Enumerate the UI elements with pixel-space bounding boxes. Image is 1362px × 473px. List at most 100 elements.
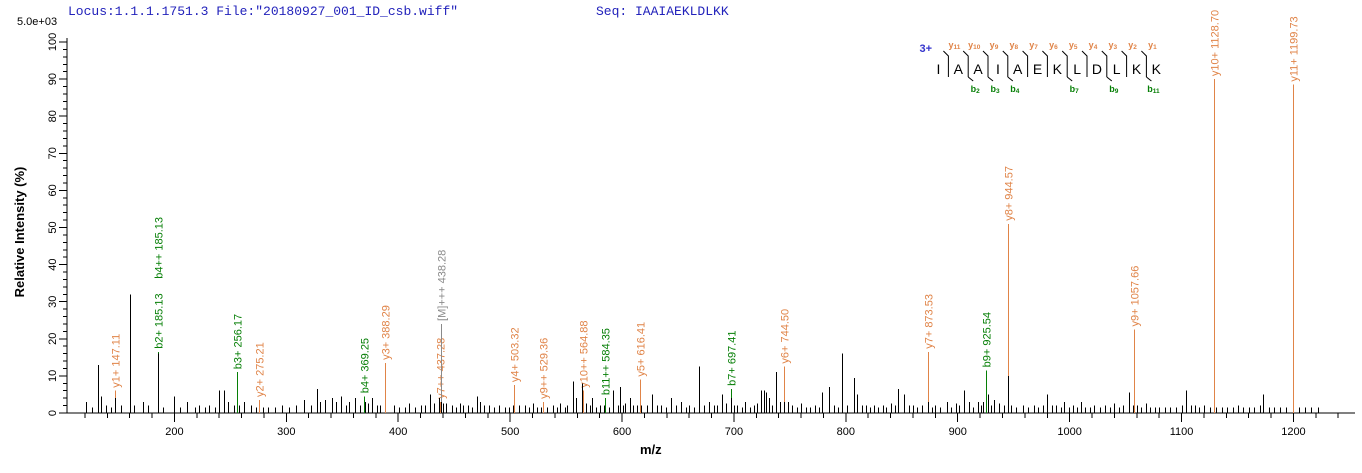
y-tick-label: 0 [47,410,59,416]
ion-label: y5+ 616.41 [636,322,648,377]
y-ion-ladder-label: y4 [1089,40,1098,51]
residue-letter: A [973,61,983,77]
fragmentation-fence [943,50,949,77]
fragmentation-fence [1121,50,1128,77]
b-ion-ladder-label: b3 [990,84,1000,95]
residue-letter: E [1033,61,1042,77]
ion-label: [M]+++ 438.28 [437,250,449,321]
ion-label: y4+ 503.32 [510,327,522,382]
ion-label: b2+ 185.13 [154,293,166,348]
fragmentation-fence [962,50,969,77]
x-tick-label: 500 [501,426,519,438]
x-tick-label: 900 [949,426,967,438]
y-ion-ladder-label: y11 [948,40,960,51]
y-tick-label: 40 [47,258,59,270]
b-fence-hook [987,76,994,82]
y-tick-label: 20 [47,333,59,345]
residue-letter: I [937,61,941,77]
b-fence-hook [1106,76,1113,82]
ion-label: y3+ 388.29 [381,305,393,360]
ion-label: b9+ 925.54 [982,312,994,367]
ion-label: y10+ 1128.70 [1210,10,1222,76]
precursor-charge-label: 3+ [919,43,932,55]
residue-letter: D [1092,61,1102,77]
ion-label: b4+ 369.25 [360,338,372,393]
y-tick-label: 80 [47,110,59,122]
y-ion-ladder-label: y3 [1108,40,1117,51]
y-tick-label: 10 [47,370,59,382]
residue-letter: A [954,61,964,77]
fragmentation-fence [1081,50,1088,77]
b-fence-hook [967,76,974,82]
peaks [86,294,1319,413]
ion-label: y7+ 873.53 [924,294,936,349]
residue-letter: L [1073,61,1081,77]
y-axis-ticks: 0 10 20 30 40 50 60 70 80 90 100 [47,33,67,416]
annotated-peaks: y1+ 147.11 b2+ 185.13 b4++ 185.13 b3+ 256.1… [111,10,1301,413]
x-tick-label: 1100 [1170,426,1194,438]
axes [66,38,1355,414]
b-ion-ladder-label: b9 [1109,84,1119,95]
y-ion-ladder-label: y8 [1009,40,1018,51]
ion-label: y8+ 944.57 [1004,166,1016,221]
y-ion-ladder-label: y9 [990,40,999,51]
b-ion-ladder-label: b2 [971,84,981,95]
ion-label: b3+ 256.17 [233,314,245,369]
fragmentation-fence [1101,50,1108,77]
ion-label: y11+ 1199.73 [1289,16,1301,81]
ion-label: y10++ 564.88 [579,320,591,387]
locus-file-text: Locus:1.1.1.1751.3 File:"20180927_001_ID… [68,4,459,19]
y-ion-ladder-label: y2 [1128,40,1137,51]
residue-letter: A [1013,61,1023,77]
ion-label: y9+ 1057.66 [1130,266,1142,327]
fragmentation-fence [1061,50,1068,77]
x-tick-label: 800 [837,426,855,438]
y-tick-label: 90 [47,73,59,85]
b-fence-hook [1066,76,1073,82]
ion-label: b7+ 697.41 [727,331,739,386]
y-tick-label: 100 [47,33,59,51]
x-tick-label: 400 [389,426,407,438]
residue-letter: K [1053,61,1063,77]
b-ion-ladder-label: b4 [1010,84,1020,95]
x-axis-ticks: 200 300 400 500 600 700 800 900 1000 1100 1200 [84,413,1339,438]
residue-letter: L [1113,61,1121,77]
y-ion-ladder-label: y6 [1049,40,1058,51]
fragmentation-fence [1141,50,1147,77]
ion-label: y9++ 529.36 [539,338,551,399]
x-tick-label: 1200 [1281,426,1305,438]
residue-letter: K [1152,61,1162,77]
residue-letter: K [1132,61,1142,77]
fragmentation-fence [1022,50,1029,77]
x-tick-label: 700 [725,426,743,438]
ion-label: b11++ 584.35 [601,328,613,395]
fragmentation-fence [1002,50,1009,77]
y-tick-label: 50 [47,221,59,233]
y-ion-ladder-label: y1 [1148,40,1157,51]
b-ion-ladder-label: b11 [1147,84,1160,95]
b-fence-hook [1007,76,1014,82]
y-tick-label: 70 [47,147,59,159]
ion-label: y2+ 275.21 [255,342,267,397]
y-tick-label: 30 [47,296,59,308]
intensity-scale-label: 5.0e+03 [17,16,58,28]
b-ion-ladder-label: b7 [1070,84,1080,95]
x-tick-label: 1000 [1057,426,1081,438]
sequence-text: Seq: IAAIAEKLDLKK [596,4,729,19]
fragmentation-fence [1042,50,1048,77]
x-tick-label: 600 [613,426,631,438]
ion-label: b4++ 185.13 [154,217,166,279]
y-ion-ladder-label: y5 [1069,40,1078,51]
x-axis-title: m/z [640,442,662,457]
y-ion-ladder-label: y7 [1029,40,1038,51]
b-fence-hook [1146,76,1152,82]
residue-letter: I [996,61,1000,77]
y-tick-label: 60 [47,184,59,196]
y-ion-ladder-label: y10 [968,40,981,51]
ion-label: y1+ 147.11 [111,334,123,388]
x-tick-label: 300 [277,426,295,438]
ion-label: y6+ 744.50 [780,309,792,364]
